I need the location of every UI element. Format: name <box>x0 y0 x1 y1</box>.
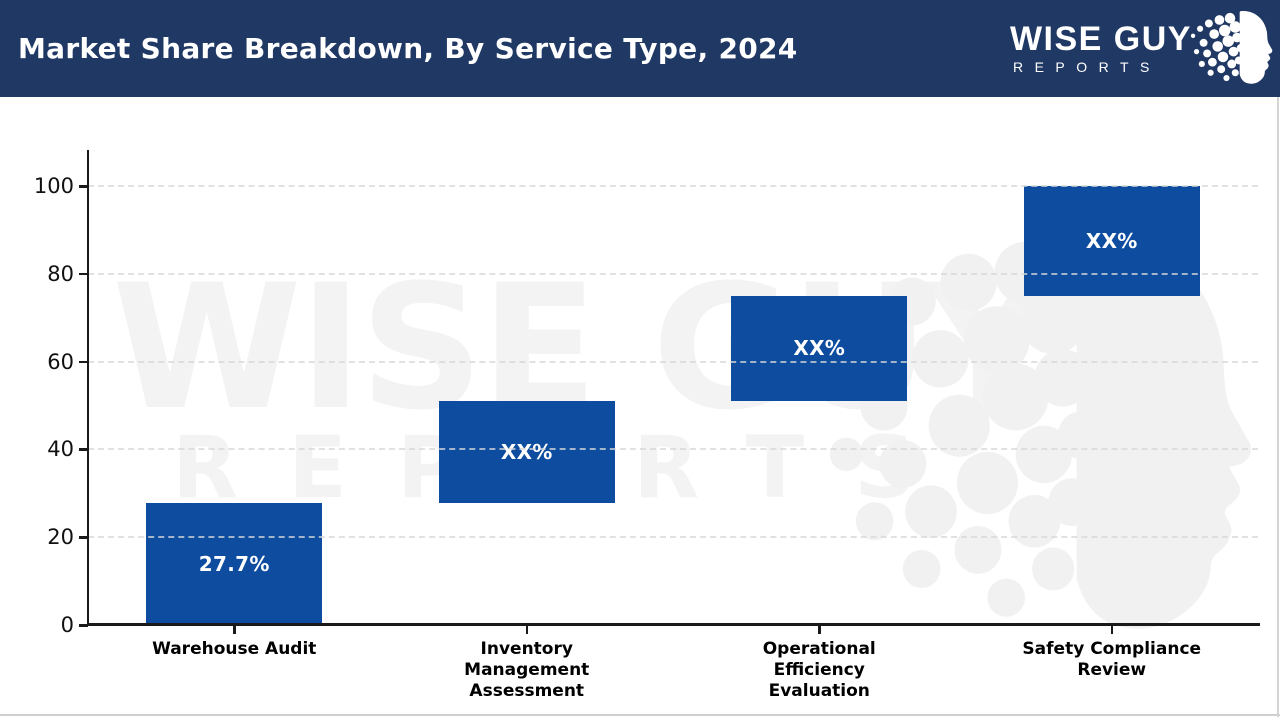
y-tick-mark <box>79 448 88 451</box>
y-tick-label: 60 <box>47 349 74 374</box>
x-category-label-line: Warehouse Audit <box>152 639 317 659</box>
gridline-40 <box>88 448 1258 451</box>
y-tick-mark <box>79 624 88 627</box>
bar-value-label: 27.7% <box>198 552 270 577</box>
y-tick-label: 0 <box>60 613 74 637</box>
gridline-80 <box>88 272 1258 275</box>
x-category-label: Warehouse Audit <box>94 639 374 660</box>
x-category-label-line: Inventory <box>480 639 573 659</box>
bar-segment: XX% <box>438 401 615 504</box>
wise-guy-logo: WISE GUY REPORTS <box>1010 6 1274 91</box>
x-category-label-line: Safety Compliance <box>1022 639 1202 659</box>
x-category-label-line: Review <box>1077 660 1147 680</box>
x-category-label: Operational Efficiency Evaluation <box>679 639 959 702</box>
bottom-border-line <box>0 714 1280 716</box>
x-tick-mark <box>233 626 236 634</box>
y-axis-spine <box>87 150 89 625</box>
x-tick-mark <box>525 626 529 634</box>
bar-segment: 27.7% <box>146 503 323 625</box>
logo-wordmark: WISE GUY <box>1009 20 1192 58</box>
x-category-label-line: Efficiency <box>773 660 865 680</box>
y-tick-mark <box>79 360 88 364</box>
x-category-label-line: Operational <box>762 639 876 659</box>
bar-segment: XX% <box>731 295 908 402</box>
bar-value-label: XX% <box>793 336 846 361</box>
y-tick-label: 40 <box>47 437 74 462</box>
y-tick-mark <box>79 536 88 539</box>
y-tick-label: 20 <box>47 525 74 550</box>
x-tick-mark <box>818 626 821 634</box>
page-title: Market Share Breakdown, By Service Type,… <box>18 32 798 65</box>
x-category-label: Inventory Management Assessment <box>387 639 667 702</box>
logo-text: WISE GUY REPORTS <box>1010 22 1192 75</box>
bar-segment: XX% <box>1023 186 1200 296</box>
y-tick-mark <box>79 185 88 188</box>
chart-plot-area: 0 20 40 60 80 100 27.7% Warehouse Audit XX% Inven… <box>0 97 1280 720</box>
bar-value-label: XX% <box>1085 228 1138 253</box>
y-tick-label: 100 <box>33 174 74 198</box>
gridline-60 <box>88 360 1258 363</box>
y-tick-label: 80 <box>47 261 74 286</box>
gridline-20 <box>88 536 1258 539</box>
gridline-100 <box>88 185 1258 187</box>
x-category-label: Safety Compliance Review <box>972 639 1252 681</box>
wise-guy-face-icon <box>1186 9 1274 89</box>
right-border-line <box>1277 97 1279 717</box>
x-tick-mark <box>1110 626 1114 634</box>
x-category-label-line: Assessment <box>469 681 585 701</box>
y-tick-mark <box>79 272 88 276</box>
x-category-label-line: Evaluation <box>768 681 870 701</box>
x-axis-spine <box>87 623 1260 626</box>
bar-value-label: XX% <box>500 440 553 465</box>
x-category-label-line: Management <box>464 660 590 680</box>
header-banner: Market Share Breakdown, By Service Type,… <box>0 0 1280 97</box>
logo-subtitle: REPORTS <box>1012 59 1161 75</box>
